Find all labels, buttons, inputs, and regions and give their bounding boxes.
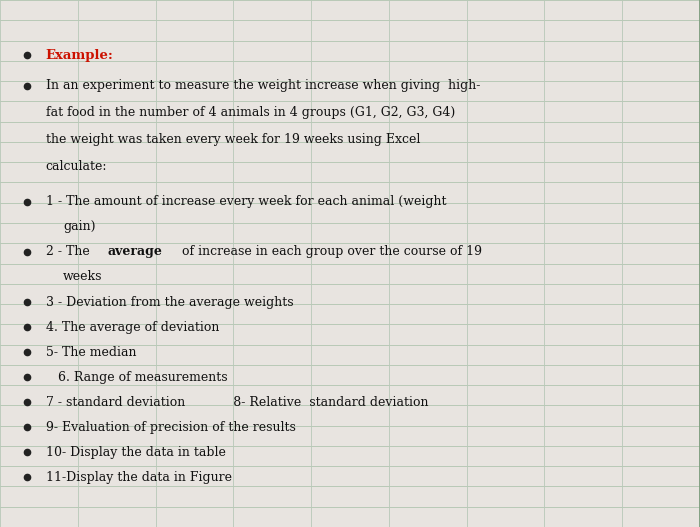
Text: 1 - The amount of increase every week for each animal (weight: 1 - The amount of increase every week fo… (46, 195, 446, 208)
Text: Example:: Example: (46, 49, 113, 62)
Text: the weight was taken every week for 19 weeks using Excel: the weight was taken every week for 19 w… (46, 133, 420, 146)
Text: 10- Display the data in table: 10- Display the data in table (46, 446, 225, 459)
Text: gain): gain) (63, 220, 95, 233)
Text: weeks: weeks (63, 270, 102, 284)
Text: of increase in each group over the course of 19: of increase in each group over the cours… (178, 246, 482, 258)
Text: calculate:: calculate: (46, 160, 107, 173)
Text: average: average (107, 246, 162, 258)
Text: 5- The median: 5- The median (46, 346, 136, 359)
Text: 3 - Deviation from the average weights: 3 - Deviation from the average weights (46, 296, 293, 308)
Text: 4. The average of deviation: 4. The average of deviation (46, 320, 219, 334)
Text: fat food in the number of 4 animals in 4 groups (G1, G2, G3, G4): fat food in the number of 4 animals in 4… (46, 106, 455, 119)
Text: 6. Range of measurements: 6. Range of measurements (46, 370, 227, 384)
Text: 2 - The: 2 - The (46, 246, 93, 258)
Text: 7 - standard deviation            8- Relative  standard deviation: 7 - standard deviation 8- Relative stand… (46, 396, 428, 409)
Text: 11-Display the data in Figure: 11-Display the data in Figure (46, 471, 232, 484)
Text: 9- Evaluation of precision of the results: 9- Evaluation of precision of the result… (46, 421, 295, 434)
Text: In an experiment to measure the weight increase when giving  high-: In an experiment to measure the weight i… (46, 80, 480, 92)
